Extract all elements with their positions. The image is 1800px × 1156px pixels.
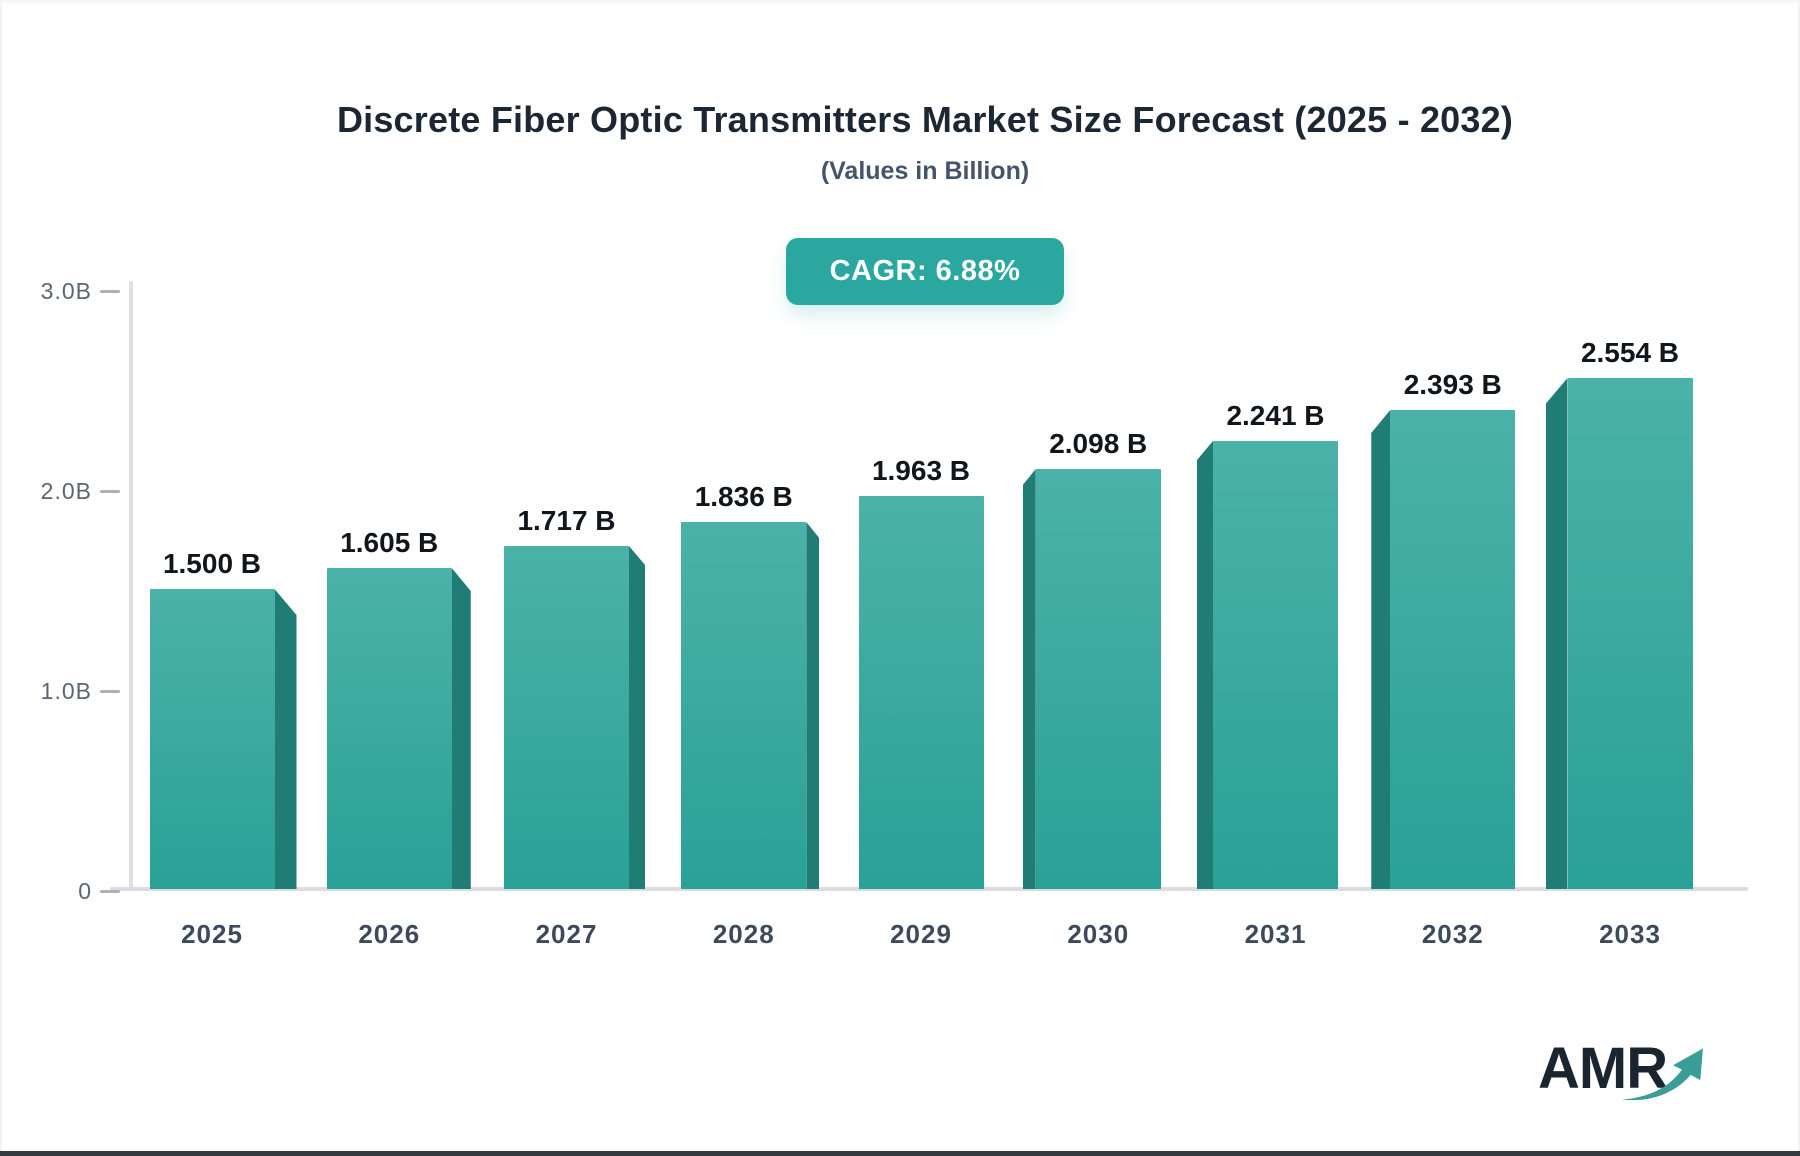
bar-3d-side <box>1545 378 1568 889</box>
y-axis-line <box>129 281 133 891</box>
bar-3d-side <box>274 589 297 889</box>
y-axis-tick-label: 1.0B <box>40 678 92 704</box>
bar-2033 <box>1567 378 1693 889</box>
y-axis-tick <box>100 689 120 693</box>
y-axis-tick-label: 3.0B <box>40 278 92 304</box>
chart-title: Discrete Fiber Optic Transmitters Market… <box>336 99 1514 140</box>
bar-2028 <box>681 522 807 889</box>
bar-2027 <box>504 546 629 889</box>
bar-value-label: 2.393 B <box>1403 369 1502 400</box>
trend-up-arrow-icon <box>1622 1048 1703 1101</box>
cagr-badge: CAGR: 6.88% <box>785 238 1065 305</box>
x-axis-label: 2026 <box>358 919 421 949</box>
x-axis-label: 2028 <box>712 919 775 949</box>
chart-subtitle: (Values in Billion) <box>820 157 1030 185</box>
y-axis-tick-label: 0 <box>78 878 92 904</box>
bar-3d-side <box>806 522 820 889</box>
bar-3d-side <box>1022 469 1036 889</box>
y-axis-tick-label: 2.0B <box>40 478 92 504</box>
x-axis-label: 2025 <box>181 919 243 949</box>
x-axis-line <box>110 887 1748 891</box>
bar-2026 <box>326 568 452 889</box>
amr-logo: AMR <box>1538 1035 1708 1115</box>
bar-2030 <box>1035 469 1161 889</box>
page-bottom-edge <box>0 1151 1800 1156</box>
x-axis-label: 2031 <box>1244 919 1307 949</box>
bar-value-label: 2.098 B <box>1049 428 1148 459</box>
bar-value-label: 2.554 B <box>1580 337 1680 368</box>
bar-2025 <box>149 589 275 889</box>
bar-chart-plot-area: 3.0B 2.0B 1.0B 0 1.500 B 2025 1.605 B 2026 1.717… <box>0 3 1800 1156</box>
bar-2032 <box>1390 410 1516 889</box>
bar-3d-side <box>451 568 471 889</box>
bar-value-label: 2.241 B <box>1226 400 1325 431</box>
bar-value-label: 1.963 B <box>871 455 971 486</box>
amr-logo-text: AMR <box>1538 1036 1668 1101</box>
x-axis-label: 2032 <box>1421 919 1484 949</box>
bar-value-label: 1.605 B <box>340 527 439 558</box>
x-axis-label: 2027 <box>535 919 598 949</box>
y-axis-tick <box>100 889 120 893</box>
bar-value-label: 1.500 B <box>162 548 262 579</box>
bar-2029 <box>858 496 984 889</box>
bar-value-label: 1.836 B <box>694 481 793 512</box>
bar-value-label: 1.717 B <box>517 505 616 536</box>
x-axis-label: 2029 <box>890 919 952 949</box>
x-axis-label: 2030 <box>1067 919 1130 949</box>
bar-3d-side <box>1197 441 1213 889</box>
bar-2031 <box>1213 441 1338 889</box>
x-axis-label: 2033 <box>1599 919 1661 949</box>
y-axis-tick <box>100 289 120 293</box>
page-right-edge <box>1798 3 1800 1156</box>
bar-3d-side <box>1371 410 1391 889</box>
chart-header: Discrete Fiber Optic Transmitters Market… <box>50 3 1800 305</box>
y-axis-tick <box>100 489 120 493</box>
page-left-edge <box>0 3 2 1156</box>
bar-3d-side <box>629 546 645 889</box>
